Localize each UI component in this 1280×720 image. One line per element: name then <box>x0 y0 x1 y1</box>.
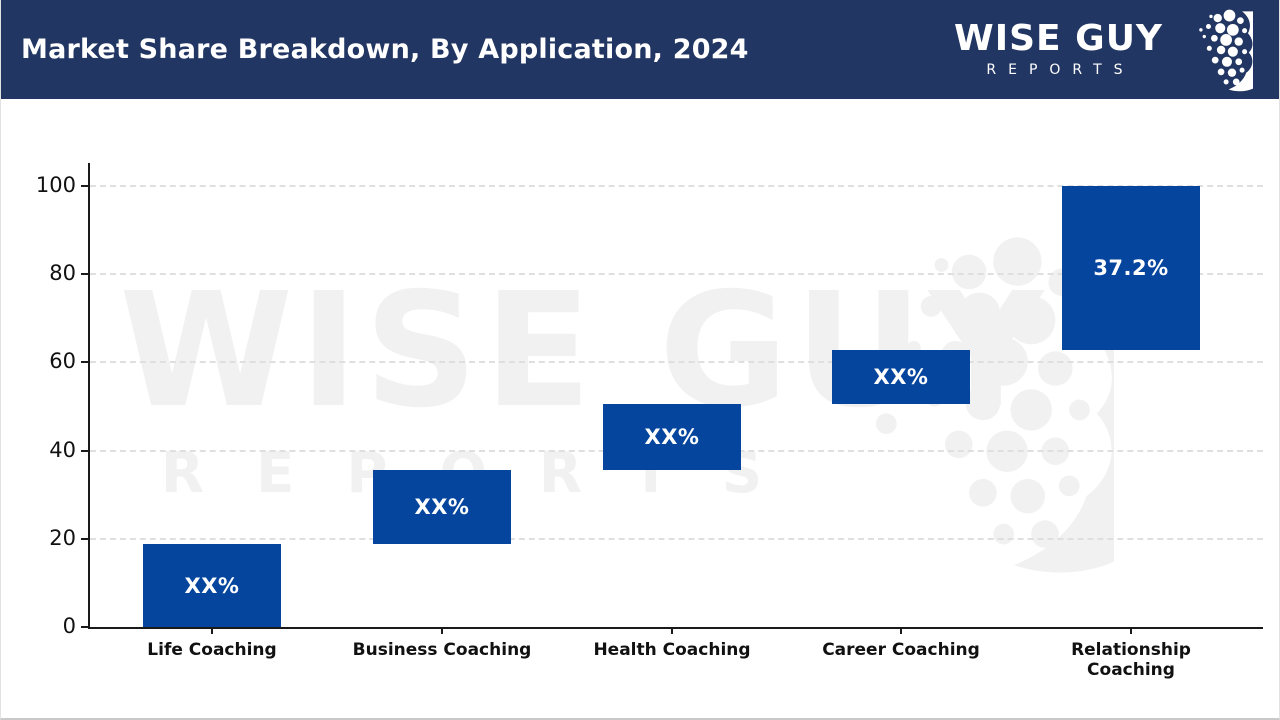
waterfall-bar: 37.2% <box>1062 186 1200 351</box>
x-category-label: Career Coaching <box>822 640 980 660</box>
y-tick-mark <box>81 537 90 540</box>
bar-value-label: XX% <box>414 495 470 520</box>
waterfall-bar: XX% <box>373 470 511 545</box>
bar-value-label: XX% <box>644 424 700 449</box>
y-tick-label: 0 <box>62 614 76 638</box>
y-tick-label: 40 <box>49 437 76 462</box>
header-band: Market Share Breakdown, By Application, … <box>1 0 1279 99</box>
y-gridline <box>90 273 1263 276</box>
x-tick-mark <box>441 627 443 634</box>
brand-name: WISE GUY <box>953 18 1163 59</box>
x-tick-mark <box>671 627 673 634</box>
dotted-head-profile-icon <box>1199 9 1253 91</box>
y-tick-label: 100 <box>35 173 76 197</box>
y-tick-label: 80 <box>49 261 76 286</box>
waterfall-bar: XX% <box>143 544 281 627</box>
y-tick-mark <box>81 449 90 452</box>
y-tick-label: 20 <box>49 525 76 550</box>
y-axis-spine <box>88 163 90 629</box>
x-category-label: Life Coaching <box>147 640 277 660</box>
waterfall-bar: XX% <box>832 350 970 404</box>
y-gridline <box>90 185 1263 187</box>
y-gridline <box>90 361 1263 364</box>
x-tick-mark <box>211 627 213 634</box>
x-axis-spine <box>88 627 1263 629</box>
y-tick-mark <box>81 185 90 187</box>
brand-logo: WISE GUY REPORTS <box>954 7 1253 93</box>
bar-value-label: XX% <box>184 573 240 598</box>
y-tick-mark <box>81 626 90 628</box>
y-tick-label: 60 <box>49 349 76 374</box>
x-category-label: Health Coaching <box>593 640 751 660</box>
bar-value-label: XX% <box>873 364 929 389</box>
x-tick-mark <box>1130 627 1132 634</box>
y-tick-mark <box>81 273 90 276</box>
page-title: Market Share Breakdown, By Application, … <box>21 34 749 65</box>
brand-subname: REPORTS <box>986 62 1135 78</box>
bar-value-label: 37.2% <box>1093 256 1169 281</box>
waterfall-bar: XX% <box>603 403 741 470</box>
y-gridline <box>90 537 1263 540</box>
brand-logo-text: WISE GUY REPORTS <box>953 18 1163 79</box>
y-tick-mark <box>81 361 90 364</box>
x-tick-mark <box>900 627 902 634</box>
x-category-label: Relationship Coaching <box>1071 640 1191 681</box>
x-category-label: Business Coaching <box>352 640 532 660</box>
